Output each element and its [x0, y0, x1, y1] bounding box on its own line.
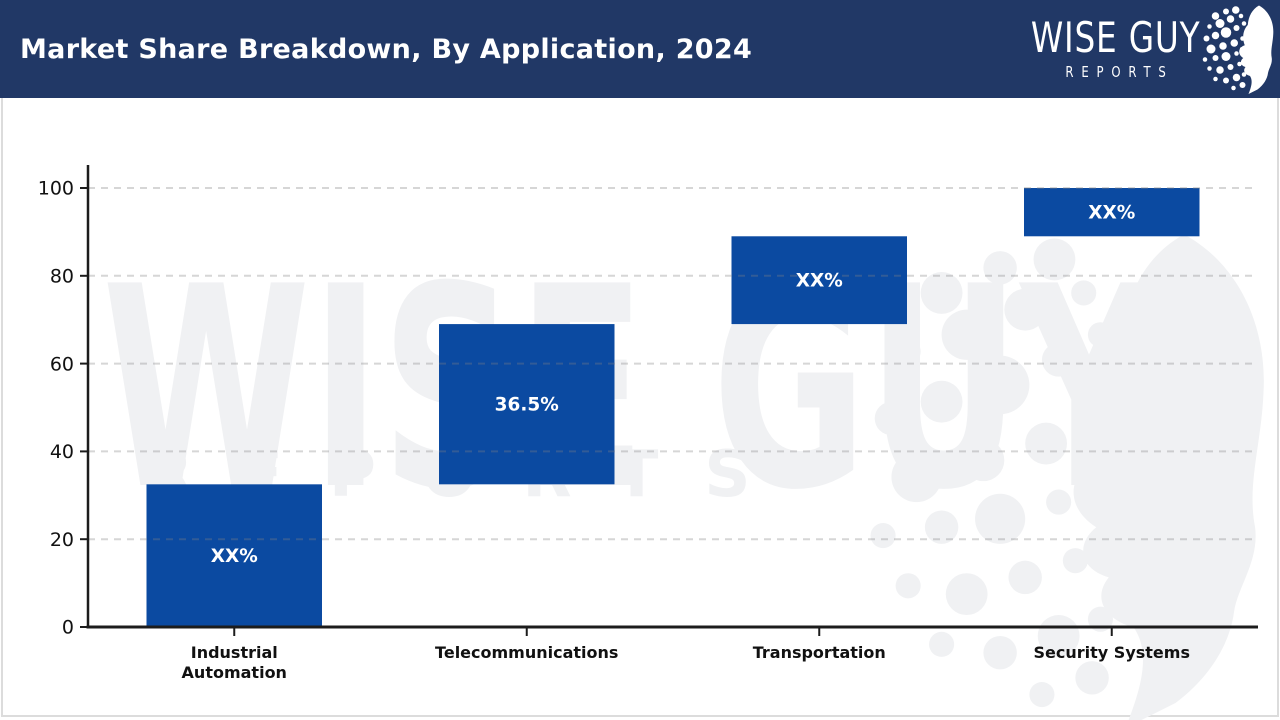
y-tick-label: 80 [50, 265, 74, 287]
logo-face-icon [1202, 5, 1274, 94]
logo-tagline: REPORTS [1064, 63, 1174, 81]
y-tick-label: 100 [38, 178, 74, 200]
bar-segment [439, 324, 615, 485]
bar-value-label: 36.5% [495, 395, 559, 416]
bar-segment [146, 484, 322, 627]
y-tick-label: 0 [62, 617, 74, 639]
y-tick-label: 20 [50, 529, 74, 551]
logo-name: WISE GUY [1030, 13, 1200, 62]
watermark-face-icon [870, 234, 1264, 720]
bar-value-label: XX% [1088, 203, 1135, 224]
bar-value-label: XX% [796, 271, 843, 292]
page-title: Market Share Breakdown, By Application, … [20, 33, 753, 65]
logo-text: WISE GUY REPORTS [1030, 13, 1200, 82]
bar-value-label: XX% [211, 546, 258, 567]
header: Market Share Breakdown, By Application, … [0, 0, 1280, 98]
x-category-label: Transportation [753, 643, 886, 662]
bar-segment [1024, 188, 1200, 237]
y-tick-label: 60 [50, 353, 74, 375]
y-tick-label: 40 [50, 441, 74, 463]
x-category-label: Security Systems [1034, 643, 1190, 662]
bar-segment [731, 236, 907, 325]
x-category-label: Telecommunications [435, 643, 618, 662]
wiseguy-logo: WISE GUY REPORTS [983, 2, 1276, 96]
x-category-label: Industrial Automation [182, 643, 287, 682]
